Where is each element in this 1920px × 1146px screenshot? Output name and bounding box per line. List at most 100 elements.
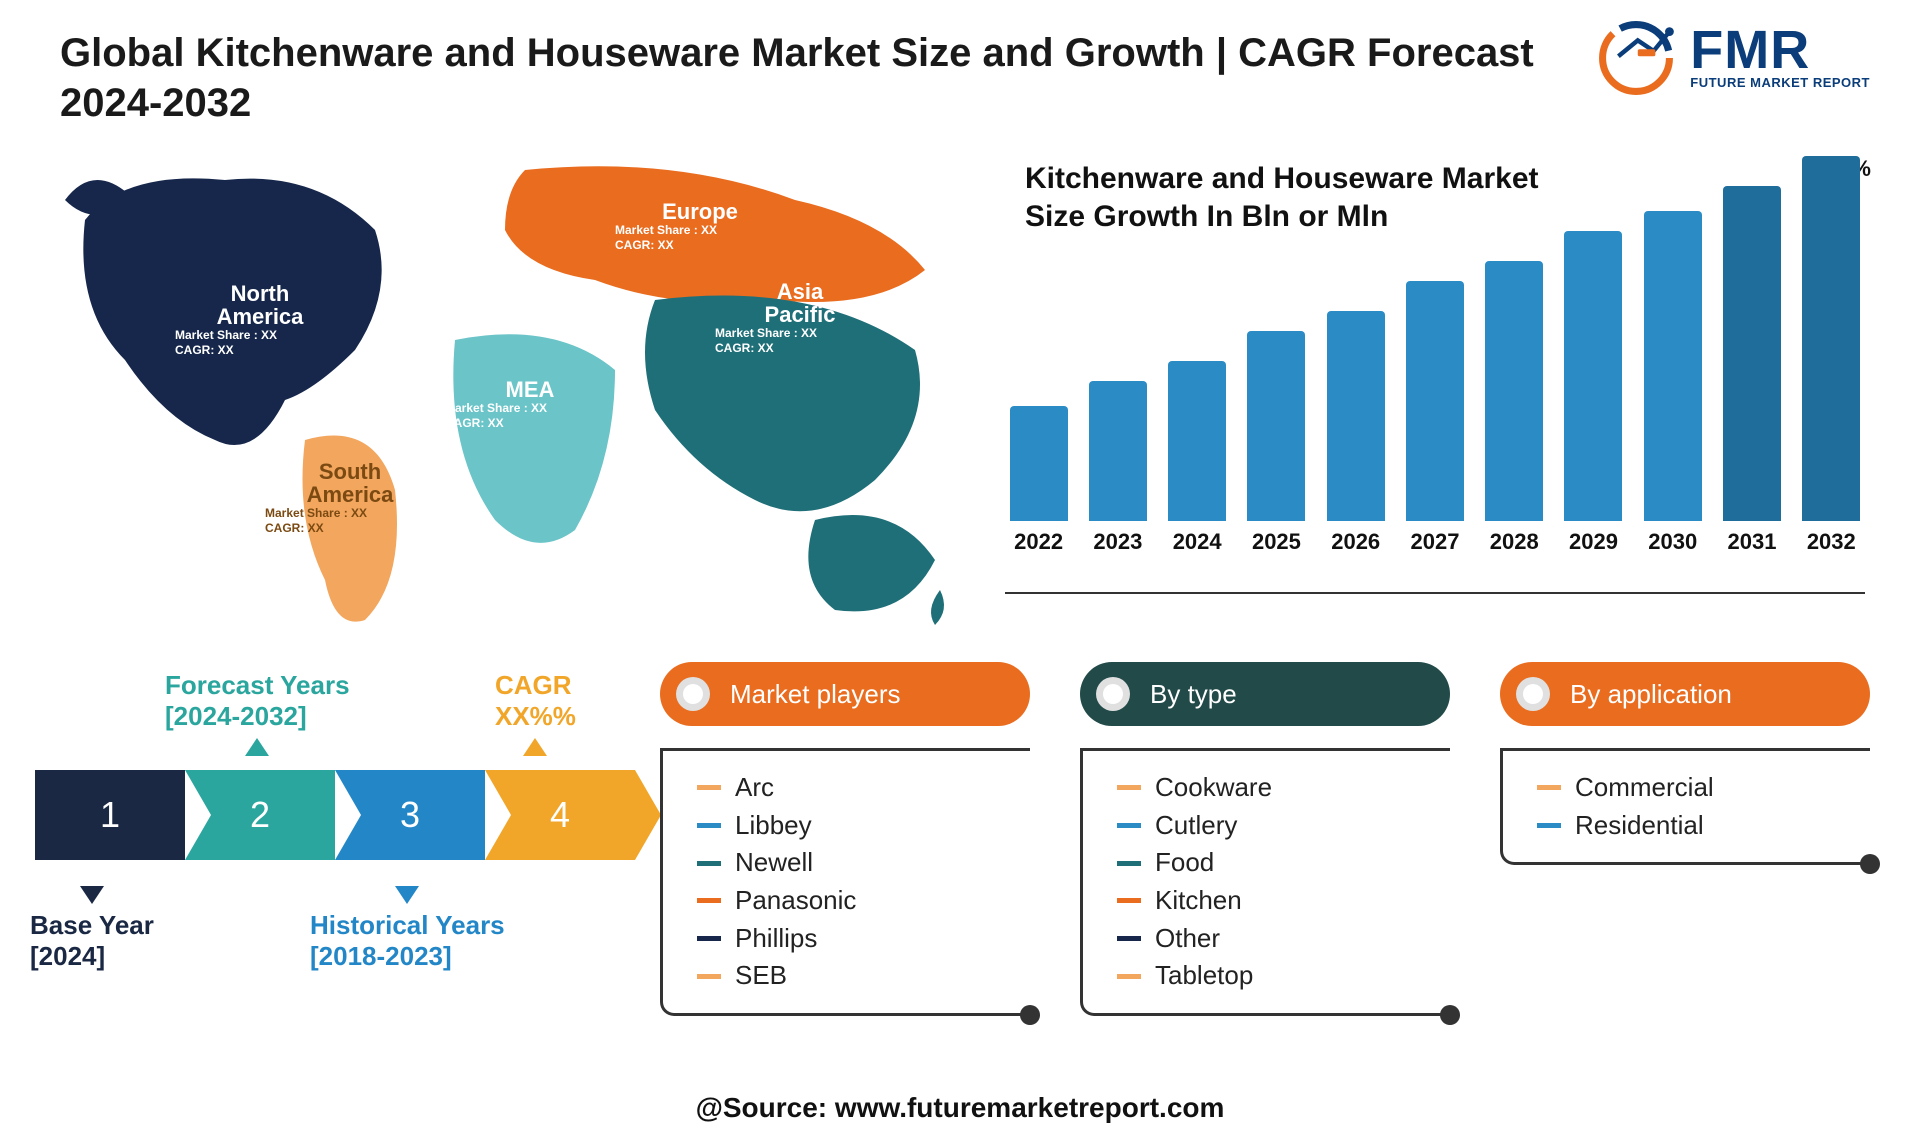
tick-icon (697, 974, 721, 979)
tick-icon (1537, 823, 1561, 828)
bar-2023: 2023 (1084, 381, 1151, 555)
tick-icon (697, 936, 721, 941)
category-list: ArcLibbeyNewellPanasonicPhillipsSEB (663, 751, 1030, 1013)
list-item-label: Commercial (1575, 769, 1714, 807)
pill-dot-icon (1096, 677, 1130, 711)
category-list: CommercialResidential (1503, 751, 1870, 862)
timeline-annotation-cagr: CAGRXX%% (495, 670, 576, 762)
tick-icon (1117, 823, 1141, 828)
bar-year-label: 2029 (1569, 529, 1618, 555)
bar-chart-axis (1005, 592, 1865, 594)
list-item-label: Arc (735, 769, 774, 807)
category-pill: By application (1500, 662, 1870, 726)
logo-text-sub: FUTURE MARKET REPORT (1690, 75, 1870, 90)
list-item: Tabletop (1117, 957, 1450, 995)
bar-rect (1802, 156, 1860, 521)
timeline-annotation-historical: Historical Years[2018-2023] (310, 880, 505, 972)
bar-rect (1010, 406, 1068, 521)
world-map: NorthAmericaMarket Share : XXCAGR: XXSou… (55, 160, 955, 630)
bar-rect (1089, 381, 1147, 521)
bar-2029: 2029 (1560, 231, 1627, 555)
bar-2027: 2027 (1401, 281, 1468, 555)
list-item-label: Residential (1575, 807, 1704, 845)
map-label-south-america: SouthAmericaMarket Share : XXCAGR: XX (265, 460, 435, 536)
timeline-step-2: 2 (185, 770, 335, 860)
pill-dot-icon (1516, 677, 1550, 711)
globe-spyglass-icon (1592, 14, 1680, 102)
category-market-players: Market players ArcLibbeyNewellPanasonicPh… (660, 662, 1030, 1016)
bar-rect (1247, 331, 1305, 521)
bar-year-label: 2022 (1014, 529, 1063, 555)
bar-rect (1644, 211, 1702, 521)
list-item-label: Phillips (735, 920, 817, 958)
list-item: SEB (697, 957, 1030, 995)
list-item: Commercial (1537, 769, 1870, 807)
timeline-steps: 1234 (35, 770, 635, 860)
map-label-asia-pacific: AsiaPacificMarket Share : XXCAGR: XX (715, 280, 885, 356)
region-nz (931, 590, 944, 625)
bar-year-label: 2023 (1093, 529, 1142, 555)
bar-year-label: 2027 (1410, 529, 1459, 555)
list-item: Cookware (1117, 769, 1450, 807)
tick-icon (1117, 898, 1141, 903)
list-item: Kitchen (1117, 882, 1450, 920)
bar-2032: 2032 (1798, 156, 1865, 555)
bar-2031: 2031 (1718, 186, 1785, 555)
map-label-mea: MEAMarket Share : XXCAGR: XX (445, 378, 615, 431)
bar-2025: 2025 (1243, 331, 1310, 555)
page-title: Global Kitchenware and Houseware Market … (60, 28, 1580, 128)
tick-icon (1117, 936, 1141, 941)
list-item: Arc (697, 769, 1030, 807)
list-item-label: Tabletop (1155, 957, 1253, 995)
list-item-label: Cutlery (1155, 807, 1237, 845)
category-by-type: By type CookwareCutleryFoodKitchenOtherTa… (1080, 662, 1450, 1016)
category-by-application: By application CommercialResidential (1500, 662, 1870, 1016)
category-pill-label: By application (1570, 679, 1732, 710)
category-bracket: CommercialResidential (1500, 748, 1870, 865)
timeline-step-1: 1 (35, 770, 185, 860)
list-item: Newell (697, 844, 1030, 882)
list-item: Food (1117, 844, 1450, 882)
tick-icon (697, 861, 721, 866)
category-bracket: ArcLibbeyNewellPanasonicPhillipsSEB (660, 748, 1030, 1016)
list-item-label: Libbey (735, 807, 812, 845)
bar-2030: 2030 (1639, 211, 1706, 555)
list-item: Panasonic (697, 882, 1030, 920)
logo-text-main: FMR (1690, 26, 1870, 75)
timeline-annotation-forecast: Forecast Years[2024-2032] (165, 670, 350, 762)
list-item-label: SEB (735, 957, 787, 995)
bar-rect (1406, 281, 1464, 521)
list-item: Cutlery (1117, 807, 1450, 845)
timeline-step-3: 3 (335, 770, 485, 860)
list-item-label: Food (1155, 844, 1214, 882)
bar-rect (1564, 231, 1622, 521)
category-pill: By type (1080, 662, 1450, 726)
category-pill-label: Market players (730, 679, 901, 710)
bar-rect (1327, 311, 1385, 521)
tick-icon (697, 823, 721, 828)
category-list: CookwareCutleryFoodKitchenOtherTabletop (1083, 751, 1450, 1013)
list-item-label: Panasonic (735, 882, 856, 920)
list-item-label: Newell (735, 844, 813, 882)
bar-chart: Kitchenware and Houseware Market Size Gr… (1005, 160, 1865, 640)
bar-year-label: 2032 (1807, 529, 1856, 555)
bar-year-label: 2024 (1173, 529, 1222, 555)
bar-2028: 2028 (1481, 261, 1548, 555)
category-pill: Market players (660, 662, 1030, 726)
brand-logo: FMR FUTURE MARKET REPORT (1592, 14, 1870, 102)
list-item: Residential (1537, 807, 1870, 845)
pill-dot-icon (676, 677, 710, 711)
region-mea (453, 334, 615, 543)
bar-year-label: 2028 (1490, 529, 1539, 555)
bar-2022: 2022 (1005, 406, 1072, 555)
tick-icon (1117, 785, 1141, 790)
tick-icon (1537, 785, 1561, 790)
category-pill-label: By type (1150, 679, 1237, 710)
bar-2026: 2026 (1322, 311, 1389, 555)
bar-year-label: 2031 (1728, 529, 1777, 555)
bar-year-label: 2025 (1252, 529, 1301, 555)
tick-icon (1117, 974, 1141, 979)
map-label-europe: EuropeMarket Share : XXCAGR: XX (615, 200, 785, 253)
list-item: Libbey (697, 807, 1030, 845)
tick-icon (697, 785, 721, 790)
